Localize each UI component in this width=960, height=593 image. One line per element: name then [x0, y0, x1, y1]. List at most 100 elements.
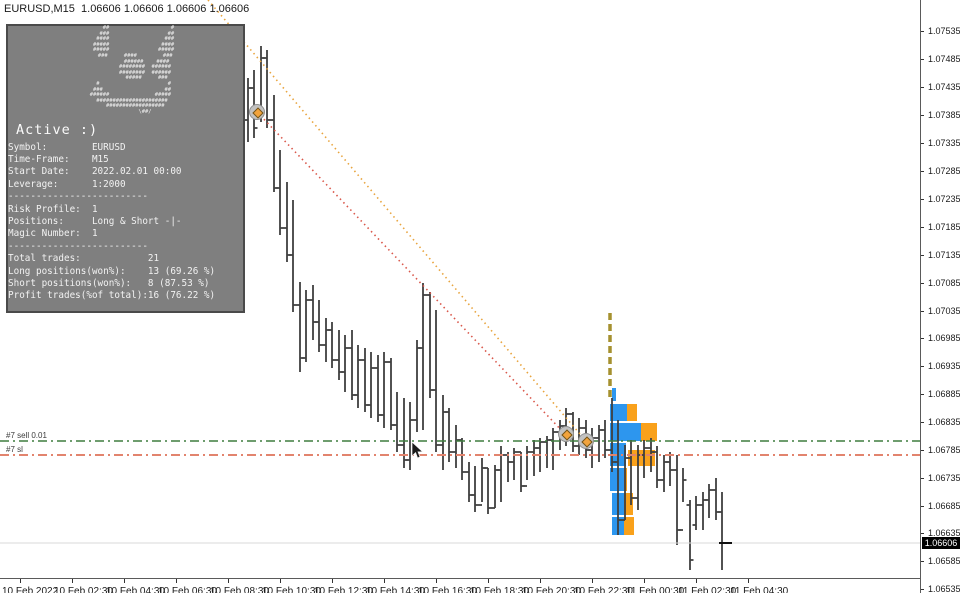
ohlc-bar [296, 282, 304, 372]
price-axis-label: 1.07535 [928, 26, 960, 36]
ohlc-bar [276, 150, 284, 235]
ohlc-bar [439, 395, 447, 470]
price-axis-label: 1.07285 [928, 166, 960, 176]
ohlc-bar [699, 492, 707, 530]
time-tick [228, 579, 229, 583]
volume-profile-block-orange [641, 423, 657, 441]
ohlc-bar [666, 452, 674, 486]
trade-arrow-icon [252, 107, 264, 119]
time-axis-label: 10 Feb 06:30 [158, 586, 217, 593]
ohlc-bar [549, 428, 557, 470]
time-axis-label: 10 Feb 02:30 [54, 586, 113, 593]
ohlc-bar [393, 392, 401, 452]
ohlc-bar [302, 290, 310, 362]
volume-profile-block-orange [624, 517, 634, 535]
volume-profile-block-blue [610, 404, 627, 421]
ohlc-bar [705, 484, 713, 518]
ohlc-bar [406, 402, 414, 470]
ohlc-bar [348, 330, 356, 400]
ohlc-bar [718, 492, 726, 570]
ohlc-bar [380, 352, 388, 428]
price-tick [921, 87, 924, 88]
price-axis-label: 1.07085 [928, 278, 960, 288]
ohlc-bar [367, 352, 375, 418]
ohlc-bar [491, 465, 499, 509]
time-axis-label: 11 Feb 00:30 [626, 586, 685, 593]
ohlc-bar [419, 283, 427, 430]
trade-connection-line-red [256, 111, 567, 436]
ohlc-bar [270, 95, 278, 192]
time-tick [20, 579, 21, 583]
price-tick [921, 171, 924, 172]
time-tick [384, 579, 385, 583]
time-axis-label: 11 Feb 04:30 [730, 586, 789, 593]
time-axis[interactable]: 10 Feb 2022 10 Feb 02:30 10 Feb 04:30 10 Fe… [0, 578, 920, 593]
price-tick [921, 338, 924, 339]
ohlc-bar [510, 448, 518, 480]
time-axis-label: 10 Feb 14:30 [366, 586, 425, 593]
price-axis-label: 1.07235 [928, 194, 960, 204]
trade-sl-line-label[interactable]: #7 sl [6, 445, 23, 454]
trade-entry-marker[interactable] [249, 104, 265, 120]
price-axis-label: 1.06685 [928, 501, 960, 511]
time-tick [696, 579, 697, 583]
ohlc-bar [335, 330, 343, 380]
price-axis-label: 1.06585 [928, 556, 960, 566]
ohlc-bar [660, 455, 668, 492]
price-tick [921, 227, 924, 228]
current-price-tag: 1.06606 [922, 537, 960, 549]
trade-arrow-icon [581, 436, 593, 448]
price-axis-label: 1.07385 [928, 110, 960, 120]
ohlc-bar [692, 496, 700, 530]
ea-info-panel: ## # ### ## #### ### ##### #### ##### ##… [6, 24, 245, 313]
time-axis-label: 10 Feb 04:30 [106, 586, 165, 593]
price-axis[interactable]: 1.07535 1.07485 1.07435 1.07385 1.07335 1.072… [920, 0, 960, 593]
price-tick [921, 506, 924, 507]
time-axis-label: 11 Feb 02:30 [678, 586, 737, 593]
price-axis-label: 1.06835 [928, 417, 960, 427]
time-axis-label: 10 Feb 10:30 [262, 586, 321, 593]
price-tick [921, 115, 924, 116]
trade-entry-marker[interactable] [578, 433, 594, 449]
time-tick [280, 579, 281, 583]
price-axis-label: 1.06635 [928, 528, 960, 538]
ohlc-bar [374, 355, 382, 422]
price-axis-label: 1.06785 [928, 445, 960, 455]
ohlc-bar [354, 345, 362, 408]
ohlc-bar [484, 467, 492, 514]
ohlc-bar [679, 468, 687, 531]
ohlc-bar [465, 462, 473, 502]
trade-sell-line-label[interactable]: #7 sell 0.01 [6, 431, 47, 440]
price-tick [921, 283, 924, 284]
volume-profile-block-blue [612, 388, 616, 401]
ea-ascii-logo: ## # ### ## #### ### ##### #### ##### ##… [89, 25, 175, 115]
price-tick [921, 450, 924, 451]
ohlc-bar [263, 50, 271, 128]
volume-profile-block-orange [627, 404, 637, 421]
trade-entry-marker[interactable] [558, 426, 574, 442]
ohlc-bar [653, 446, 661, 488]
ohlc-bar [387, 358, 395, 430]
price-tick [921, 589, 924, 590]
price-tick [921, 366, 924, 367]
time-axis-label: 10 Feb 18:30 [470, 586, 529, 593]
ohlc-bar [452, 425, 460, 468]
price-tick [921, 255, 924, 256]
time-tick [72, 579, 73, 583]
chart-canvas[interactable]: EURUSD,M15 1.06606 1.06606 1.06606 1.066… [0, 0, 920, 578]
time-tick [436, 579, 437, 583]
time-axis-label: 10 Feb 08:30 [210, 586, 269, 593]
time-tick [332, 579, 333, 583]
ohlc-bar [530, 440, 538, 476]
price-axis-label: 1.06535 [928, 584, 960, 593]
ea-status-heading: Active :) [16, 121, 99, 138]
price-axis-label: 1.07035 [928, 306, 960, 316]
time-tick [540, 579, 541, 583]
volume-profile-block-blue [610, 468, 624, 491]
time-axis-label: 10 Feb 12:30 [314, 586, 373, 593]
trade-connection-line-orange [207, 0, 587, 442]
price-axis-label: 1.06985 [928, 333, 960, 343]
time-axis-label: 10 Feb 20:30 [522, 586, 581, 593]
time-tick [592, 579, 593, 583]
ohlc-bar [614, 420, 622, 535]
